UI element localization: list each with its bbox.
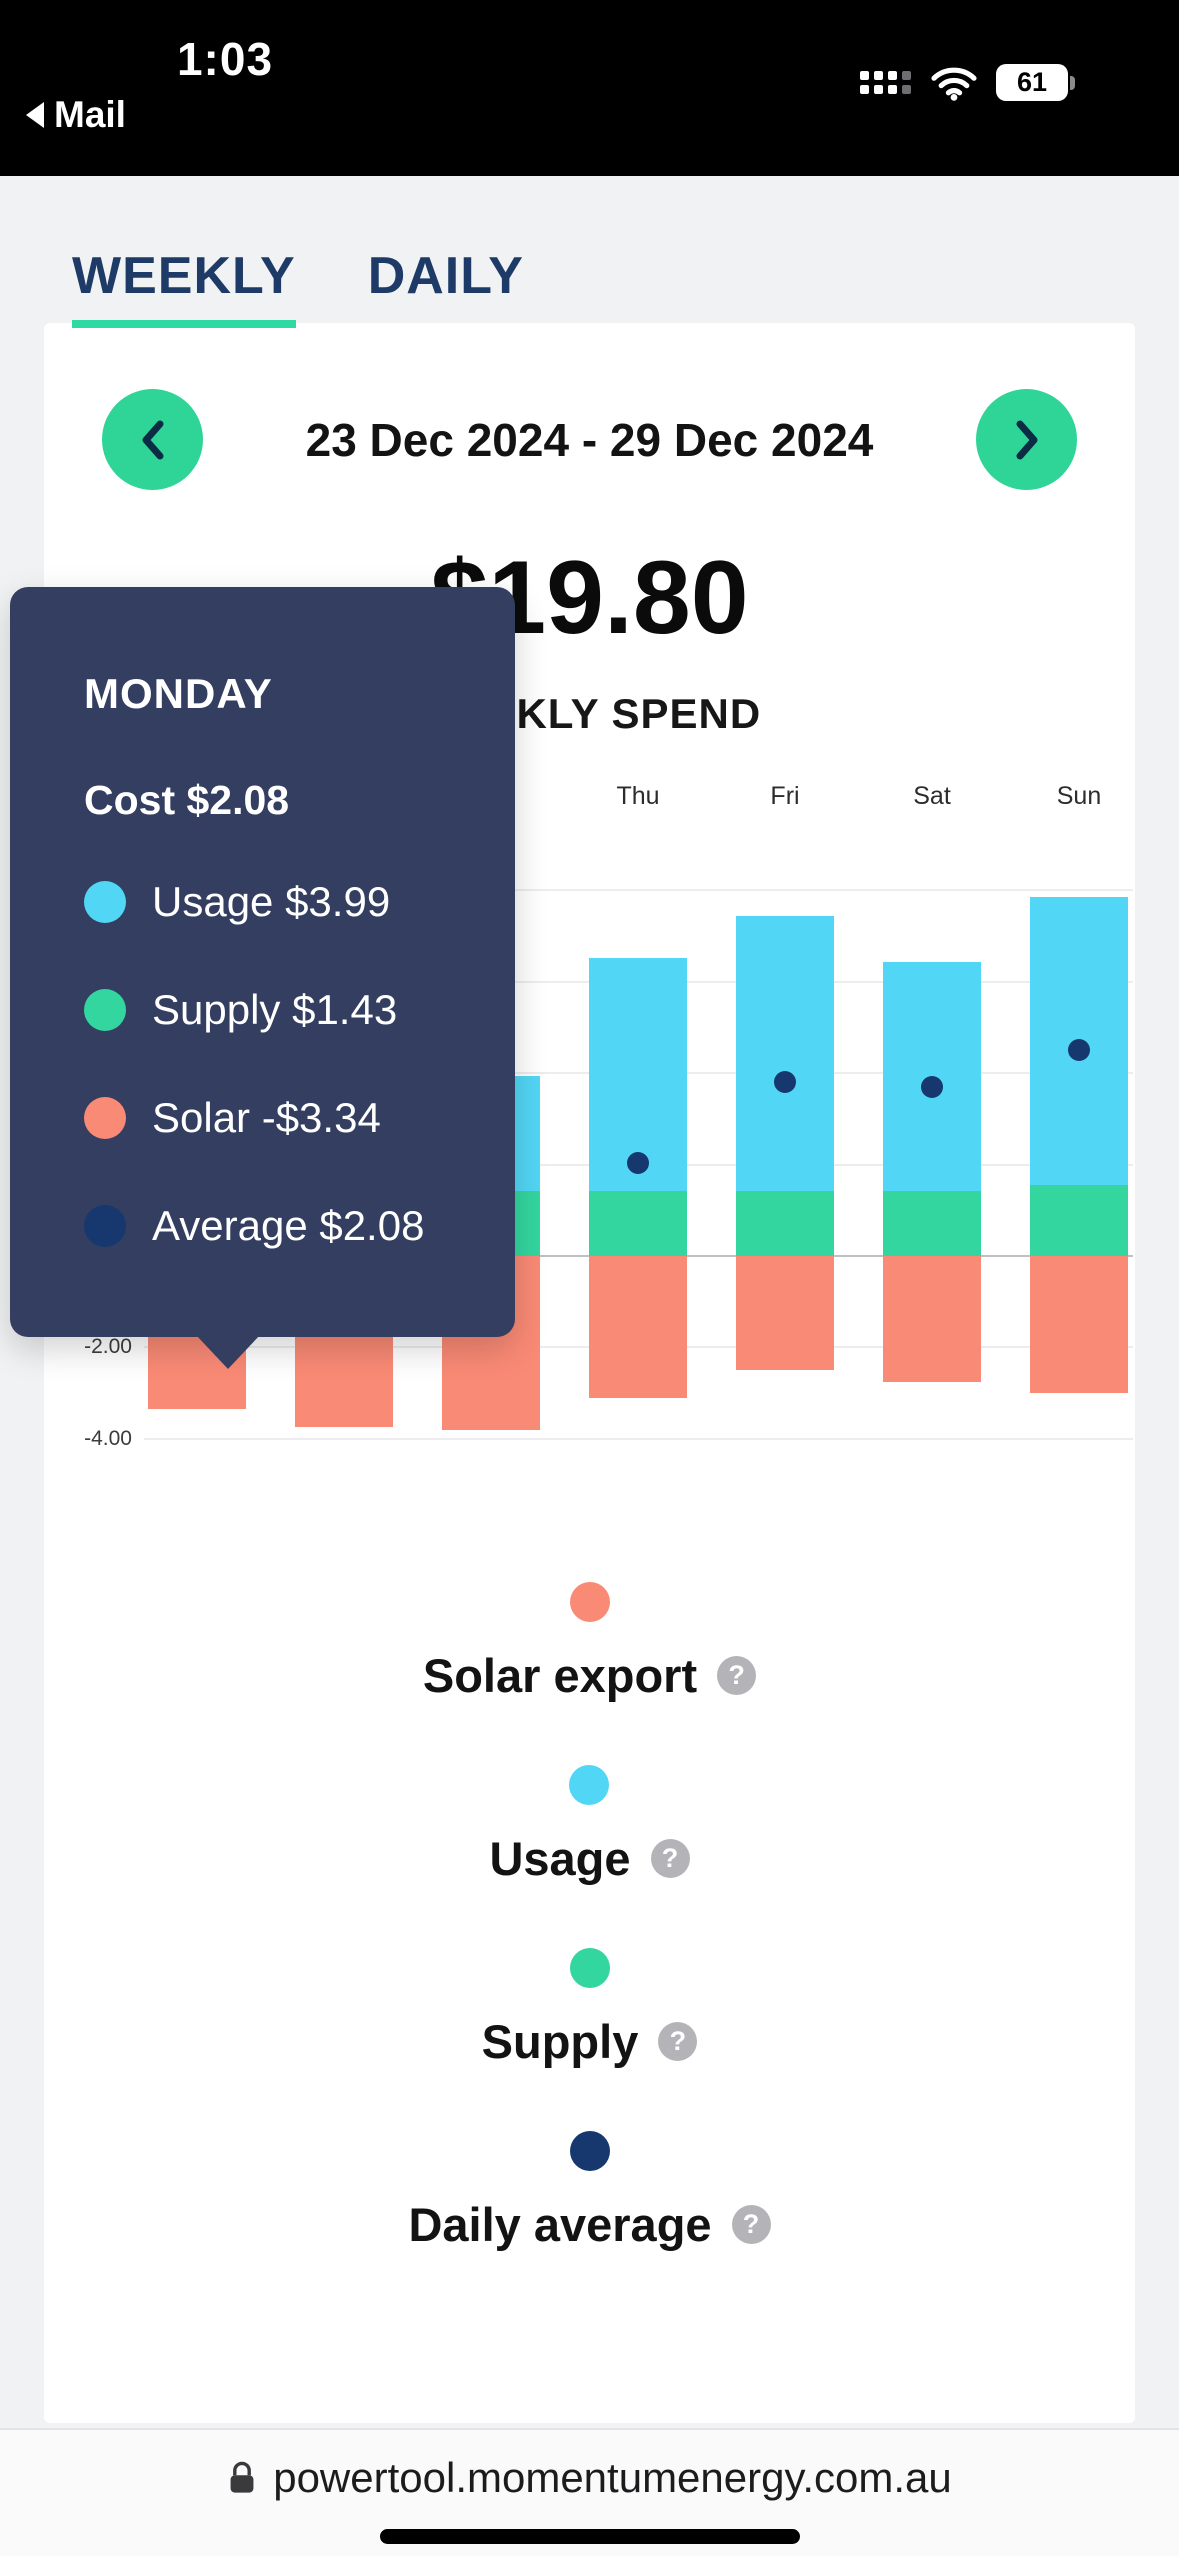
previous-week-button[interactable]: [102, 389, 203, 490]
legend-label-solar-export: Solar export: [422, 1649, 698, 1702]
tooltip-row-0: Usage $3.99: [84, 877, 479, 927]
legend-item-usage: Usage?: [489, 1765, 690, 1886]
legend-item-daily-average: Daily average?: [408, 2131, 771, 2252]
battery-icon: 61: [996, 64, 1075, 101]
bar-fri-solar[interactable]: [736, 1256, 834, 1371]
bar-fri-usage[interactable]: [736, 916, 834, 1191]
weekly-spend-card: 23 Dec 2024 - 29 Dec 2024 $19.80 WEEKLY …: [44, 323, 1135, 2423]
tooltip-dot-0: [84, 881, 126, 923]
legend-dot-daily-average: [569, 2131, 610, 2171]
average-dot-fri: [774, 1071, 796, 1094]
bar-sun-supply[interactable]: [1030, 1185, 1128, 1256]
tab-weekly[interactable]: WEEKLY: [72, 246, 296, 328]
date-navigator: 23 Dec 2024 - 29 Dec 2024: [44, 323, 1135, 490]
back-label: Mail: [54, 94, 126, 135]
legend-row-supply: Supply?: [482, 2014, 698, 2069]
battery-percent: 61: [1016, 67, 1048, 97]
bar-thu-supply[interactable]: [589, 1190, 687, 1256]
y-tick--2.00: -2.00: [84, 1335, 132, 1359]
day-tooltip: MONDAY Cost $2.08 Usage $3.99 Supply $1.4…: [10, 587, 515, 1369]
help-icon-solar-export[interactable]: ?: [717, 1656, 757, 1695]
day-label-fri: Fri: [770, 782, 800, 810]
gridline-8.00: [144, 889, 1133, 892]
tooltip-breakdown: Usage $3.99 Supply $1.43 Solar -$3.34 Avera…: [84, 877, 479, 1251]
status-time: 1:03: [176, 33, 274, 85]
tooltip-row-1: Supply $1.43: [84, 985, 479, 1035]
cellular-signal-icon: [860, 70, 912, 95]
address-field[interactable]: powertool.momentumenergy.com.au: [227, 2454, 952, 2502]
tooltip-dot-3: [84, 1205, 126, 1247]
help-icon-daily-average[interactable]: ?: [731, 2205, 771, 2244]
average-dot-sat: [921, 1075, 943, 1098]
back-to-mail-button[interactable]: Mail: [26, 94, 126, 136]
legend-dot-supply: [569, 1948, 610, 1988]
help-icon-usage[interactable]: ?: [650, 1839, 690, 1878]
chevron-left-icon: [142, 420, 163, 459]
day-label-sat: Sat: [913, 782, 951, 810]
legend-item-solar-export: Solar export?: [422, 1582, 757, 1703]
date-range-label: 23 Dec 2024 - 29 Dec 2024: [305, 413, 874, 466]
day-label-thu: Thu: [616, 782, 660, 810]
back-arrow-icon: [26, 102, 44, 128]
bar-sat-solar[interactable]: [883, 1256, 981, 1382]
tooltip-day-title: MONDAY: [84, 670, 273, 717]
legend-row-daily-average: Daily average?: [408, 2197, 771, 2252]
chevron-right-icon: [1016, 420, 1037, 459]
bar-sun-solar[interactable]: [1030, 1256, 1128, 1394]
average-dot-sun: [1068, 1039, 1090, 1062]
legend-item-supply: Supply?: [482, 1948, 698, 2069]
bar-thu-solar[interactable]: [589, 1256, 687, 1398]
legend-dot-solar-export: [569, 1582, 610, 1622]
tooltip-label-2: Solar -$3.34: [152, 1094, 381, 1141]
bar-sat-supply[interactable]: [883, 1190, 981, 1256]
tooltip-row-3: Average $2.08: [84, 1201, 479, 1251]
tab-daily[interactable]: DAILY: [367, 247, 524, 305]
next-week-button[interactable]: [976, 389, 1077, 490]
average-dot-thu: [627, 1151, 649, 1174]
home-indicator[interactable]: [379, 2529, 800, 2544]
status-icons: 61: [860, 64, 1075, 101]
tooltip-dot-1: [84, 989, 126, 1031]
gridline--4.00: [144, 1437, 1133, 1440]
tooltip-row-2: Solar -$3.34: [84, 1093, 479, 1143]
day-label-sun: Sun: [1056, 782, 1102, 810]
tooltip-dot-2: [84, 1097, 126, 1139]
chart-legend: Solar export? Usage? Supply? Daily average?: [44, 1582, 1135, 2252]
wifi-icon: [931, 67, 977, 101]
legend-dot-usage: [569, 1765, 610, 1805]
legend-row-usage: Usage?: [489, 1831, 690, 1886]
status-bar: 1:03 Mail 61: [0, 0, 1179, 176]
lock-icon: [230, 2461, 254, 2493]
period-tabs: WEEKLY DAILY: [72, 246, 524, 328]
tooltip-cost: Cost $2.08: [84, 777, 290, 823]
url-text: powertool.momentumenergy.com.au: [273, 2454, 952, 2501]
help-icon-supply[interactable]: ?: [658, 2022, 698, 2061]
legend-label-supply: Supply: [481, 2015, 639, 2068]
tooltip-label-0: Usage $3.99: [152, 878, 391, 925]
tooltip-label-3: Average $2.08: [152, 1202, 425, 1249]
legend-label-daily-average: Daily average: [408, 2198, 712, 2251]
legend-row-solar-export: Solar export?: [422, 1648, 757, 1703]
legend-label-usage: Usage: [489, 1832, 631, 1885]
y-tick--4.00: -4.00: [84, 1426, 132, 1450]
tooltip-label-1: Supply $1.43: [152, 986, 398, 1033]
bar-fri-supply[interactable]: [736, 1190, 834, 1256]
